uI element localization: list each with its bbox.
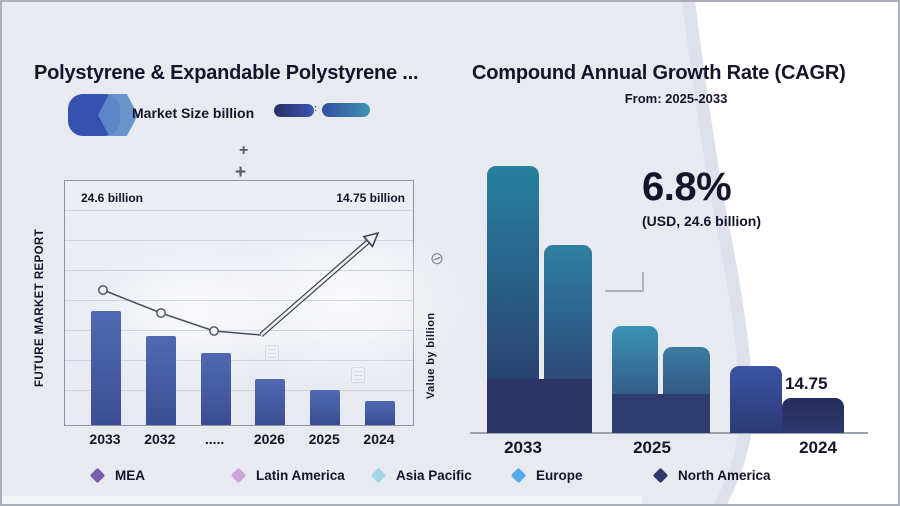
x-axis-label: 2033 [89, 431, 121, 447]
right-chart-y-label: Value by billion [425, 312, 437, 400]
legend-swatch-diamond-icon [370, 467, 387, 484]
left-bar [145, 336, 176, 425]
right-chart-title: Compound Annual Growth Rate (CAGR) [472, 62, 846, 84]
decor-blob [215, 216, 475, 386]
legend-item: North America [652, 467, 771, 484]
plus-icon: + [239, 142, 249, 159]
document-icon [265, 345, 279, 361]
left-chart-panel: 24.6 billion 14.75 billion [64, 180, 475, 426]
legend-label: North America [678, 468, 771, 483]
right-bar-join [612, 394, 710, 433]
gridline [65, 240, 413, 241]
x-axis-label: ..... [204, 431, 225, 447]
right-chart-baseline [470, 432, 868, 434]
right-bar-join [487, 379, 592, 433]
left-bar [310, 390, 341, 425]
legend-label: MEA [115, 468, 145, 483]
legend-item: Latin America [230, 467, 345, 484]
start-value-annotation: 24.6 billion [81, 191, 144, 205]
legend-label: Asia Pacific [396, 468, 472, 483]
legend-item: MEA [89, 467, 145, 484]
right-bar [730, 366, 782, 433]
end-value-annotation: 14.75 billion [336, 191, 405, 205]
x-axis-label: 2026 [253, 431, 285, 447]
gridline [65, 390, 413, 391]
legend-swatch-diamond-icon [89, 467, 106, 484]
cagr-value: 6.8% [642, 165, 732, 209]
left-bar [255, 379, 286, 425]
legend-swatch-diamond-icon [230, 467, 247, 484]
trend-arrowhead [362, 231, 380, 248]
ratio-separator: : [314, 103, 317, 113]
gridline [65, 300, 413, 301]
legend-item: Asia Pacific [370, 467, 472, 484]
legend-swatch-diamond-icon [510, 467, 527, 484]
gridline [65, 210, 413, 211]
legend-swatch-diamond-icon [652, 467, 669, 484]
legend-item: Europe [510, 467, 583, 484]
left-bar [91, 311, 121, 425]
left-bar [200, 353, 231, 425]
swath-white [695, 2, 898, 504]
x-axis-label: 2032 [144, 431, 176, 447]
plus-icon: + [235, 162, 247, 183]
x-axis-label: 2033 [504, 438, 542, 457]
trend-marker [156, 308, 166, 318]
trend-arrow-fill [260, 240, 370, 336]
cagr-caption: (USD, 24.6 billion) [642, 213, 762, 229]
gridline [65, 330, 413, 331]
trend-marker [98, 285, 108, 295]
legend-label: Latin America [256, 468, 345, 483]
x-axis-label: 2024 [363, 431, 395, 447]
left-chart-title: Polystyrene & Expandable Polystyrene ... [34, 62, 419, 84]
trend-line [102, 289, 262, 336]
left-bar [365, 401, 395, 425]
x-axis-label: 2025 [308, 431, 340, 447]
bottom-highlight [2, 496, 642, 504]
trend-arrow-overlay [98, 231, 380, 337]
gridline [65, 360, 413, 361]
trend-marker [209, 326, 219, 336]
left-chart-y-label: FUTURE MARKET REPORT [34, 228, 46, 388]
market-size-label: Market Size billion [132, 105, 255, 121]
legend-label: Europe [536, 468, 583, 483]
document-icon [351, 367, 365, 383]
right-bar [782, 398, 844, 433]
ratio-pill-dark [274, 104, 314, 117]
ratio-pill-teal [322, 103, 370, 117]
right-chart-subtitle: From: 2025-2033 [624, 91, 728, 106]
gridline [65, 270, 413, 271]
bar-value-label: 14.75 [785, 374, 828, 393]
x-axis-label: 2024 [799, 438, 837, 457]
x-axis-label: 2025 [633, 438, 671, 457]
